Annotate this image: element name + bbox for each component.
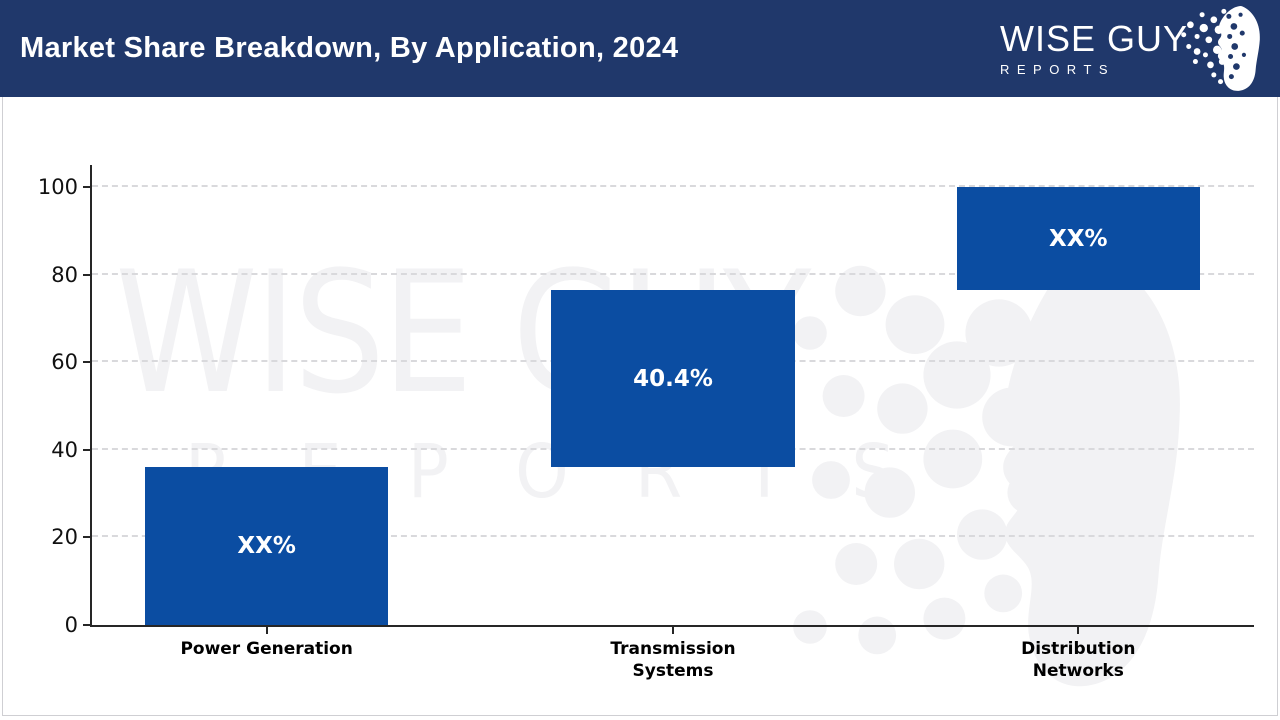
y-tick-label: 20 <box>51 525 78 550</box>
bar-segment <box>551 290 795 468</box>
x-tick-label: Distribution Networks <box>1021 639 1136 682</box>
x-tick-label: Power Generation <box>180 639 353 659</box>
logo-text: WISE GUY REPORTS <box>999 17 1188 77</box>
y-tick-mark <box>83 624 90 626</box>
logo-face-icon <box>1181 5 1260 91</box>
gridline <box>92 184 1254 187</box>
x-tick-mark <box>265 627 268 634</box>
y-tick-mark <box>83 536 90 539</box>
bar-value-label: XX% <box>1049 225 1108 252</box>
gridline <box>92 272 1254 275</box>
x-tick-label: Transmission Systems <box>610 639 736 682</box>
wiseguy-logo: WISE GUY REPORTS <box>1000 3 1264 95</box>
logo-subtitle: REPORTS <box>999 61 1116 77</box>
x-tick-mark <box>1077 627 1080 634</box>
bar-value-label: 40.4% <box>633 365 713 392</box>
page-title: Market Share Breakdown, By Application, … <box>20 32 679 64</box>
bar-value-label: XX% <box>237 533 296 560</box>
y-tick-mark <box>83 361 90 364</box>
header: Market Share Breakdown, By Application, … <box>0 0 1280 97</box>
x-tick-mark <box>672 627 674 634</box>
plot-area: 0 20 40 60 80 100 XX% Power Generation 40.4% Tran… <box>38 165 1254 681</box>
y-tick-mark <box>83 185 90 188</box>
bar-segment <box>144 467 389 625</box>
y-tick-label: 40 <box>51 437 78 462</box>
y-tick-label: 0 <box>64 613 78 637</box>
y-tick-label: 100 <box>37 174 78 199</box>
logo-wordmark: WISE GUY <box>999 17 1188 59</box>
gridline <box>92 535 1254 538</box>
y-tick-label: 80 <box>51 262 78 287</box>
y-tick-mark <box>83 448 90 451</box>
chart-panel: WISE GUY REPORTS 0 20 40 60 80 100 XX% Power Ge… <box>2 97 1278 716</box>
y-tick-mark <box>83 273 90 276</box>
y-tick-label: 60 <box>51 350 78 375</box>
